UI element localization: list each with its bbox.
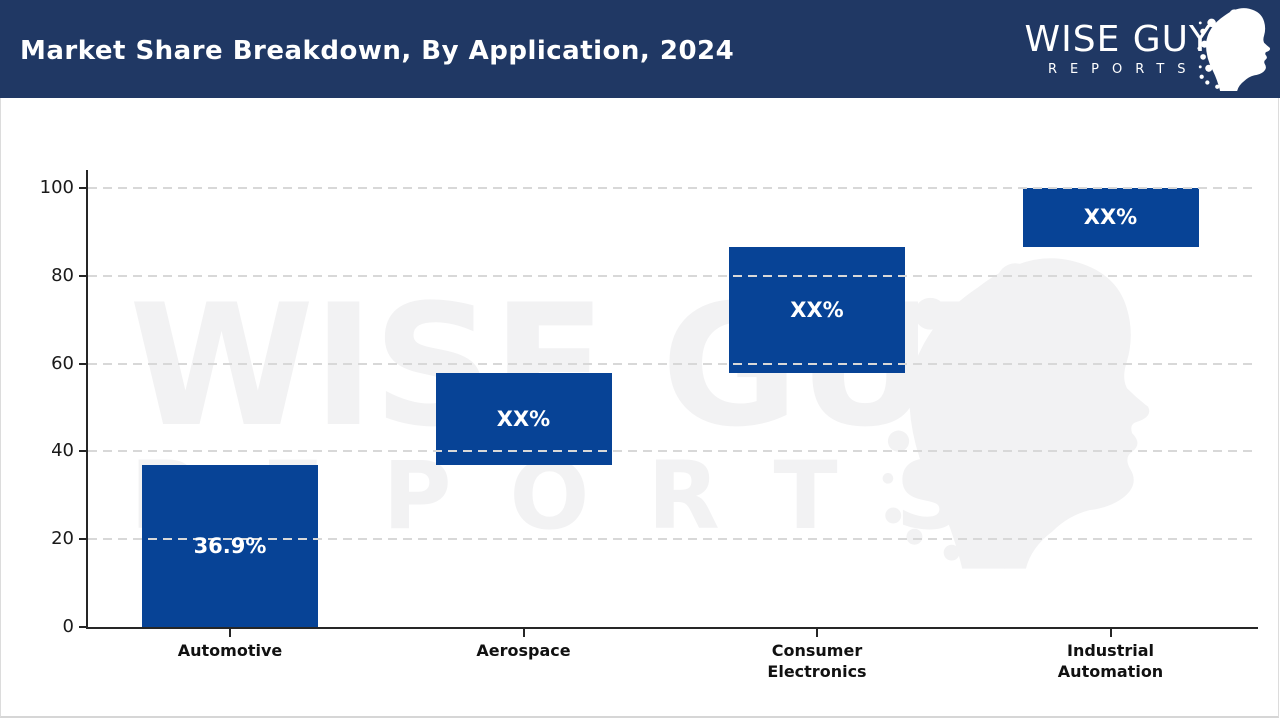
y-axis-tick [79,362,88,365]
x-axis-category-label: Industrial Automation [1057,641,1164,681]
wiseguy-head-icon [1197,8,1271,91]
gridline-y40 [88,450,1258,453]
x-axis-tick [816,628,818,637]
x-axis-category-label: Aerospace [476,641,571,660]
y-axis-tick [79,538,88,541]
bar-automotive [142,465,318,627]
x-axis-line [86,627,1258,629]
bar-value-label: XX% [790,298,844,323]
brand-name: WISE GUY [1024,19,1212,60]
x-axis-category-label: Automotive [177,641,283,660]
x-axis-category-label: Consumer Electronics [767,641,867,681]
y-axis-tick-label: 20 [51,528,74,550]
gridline-y80 [88,274,1258,277]
y-axis-tick-label: 60 [51,352,74,374]
y-axis-tick-label: 0 [62,616,74,637]
bar-value-label: XX% [496,407,551,432]
brand-logo: WISE GUY REPORTS [1025,4,1275,94]
brand-subname: REPORTS [1047,62,1199,77]
gridline-y20 [88,538,1258,541]
y-axis-tick [79,626,88,628]
y-axis-tick [79,274,88,277]
page-title: Market Share Breakdown, By Application, … [20,36,735,66]
y-axis-tick-label: 100 [39,177,74,198]
bar-value-label: 36.9% [193,534,267,558]
bar-consumer-electronics [729,246,905,374]
x-axis-tick [229,628,231,637]
wiseguy-head-watermark-icon [877,258,1150,569]
gridline-y100 [88,187,1258,189]
y-axis-tick-label: 40 [51,440,74,462]
bar-industrial-automation [1022,188,1199,247]
x-axis-tick [522,628,525,637]
bar-aerospace [435,373,612,465]
bar-value-label: XX% [1083,205,1138,230]
y-axis-tick [79,450,88,453]
x-axis-tick [1109,628,1112,637]
header-bar: Market Share Breakdown, By Application, … [0,0,1280,98]
y-axis-line [86,170,88,629]
gridline-y60 [88,362,1258,365]
y-axis-tick-label: 80 [51,264,74,286]
y-axis-tick [79,187,88,189]
